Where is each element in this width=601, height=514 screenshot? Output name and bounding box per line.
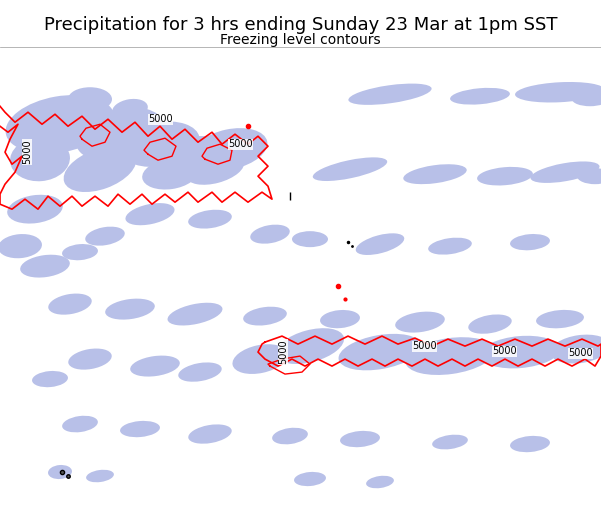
Ellipse shape bbox=[531, 161, 600, 183]
Text: Freezing level contours: Freezing level contours bbox=[220, 33, 381, 47]
Ellipse shape bbox=[188, 210, 232, 229]
Ellipse shape bbox=[68, 87, 112, 111]
Ellipse shape bbox=[356, 233, 404, 255]
Ellipse shape bbox=[85, 227, 125, 246]
Ellipse shape bbox=[69, 348, 112, 370]
Ellipse shape bbox=[5, 95, 114, 153]
Ellipse shape bbox=[349, 84, 432, 105]
Ellipse shape bbox=[130, 356, 180, 377]
Ellipse shape bbox=[250, 225, 290, 244]
Ellipse shape bbox=[405, 337, 495, 375]
Ellipse shape bbox=[395, 311, 445, 333]
Text: Precipitation for 3 hrs ending Sunday 23 Mar at 1pm SST: Precipitation for 3 hrs ending Sunday 23… bbox=[44, 16, 557, 34]
Ellipse shape bbox=[142, 159, 198, 190]
Ellipse shape bbox=[572, 92, 601, 106]
Ellipse shape bbox=[428, 237, 472, 254]
Ellipse shape bbox=[120, 421, 160, 437]
Ellipse shape bbox=[477, 167, 533, 186]
Ellipse shape bbox=[76, 107, 164, 161]
Text: 5000: 5000 bbox=[148, 114, 172, 124]
Text: 5000: 5000 bbox=[278, 339, 288, 364]
Ellipse shape bbox=[292, 231, 328, 247]
Ellipse shape bbox=[48, 293, 92, 315]
Ellipse shape bbox=[188, 425, 232, 444]
Ellipse shape bbox=[120, 121, 200, 167]
Ellipse shape bbox=[366, 476, 394, 488]
Text: 5000: 5000 bbox=[22, 140, 32, 164]
Ellipse shape bbox=[294, 472, 326, 486]
Ellipse shape bbox=[192, 128, 267, 170]
Ellipse shape bbox=[338, 334, 421, 371]
Ellipse shape bbox=[551, 335, 601, 363]
Ellipse shape bbox=[450, 88, 510, 105]
Ellipse shape bbox=[468, 315, 511, 334]
Text: 5000: 5000 bbox=[228, 139, 252, 149]
Text: 5000: 5000 bbox=[568, 348, 593, 358]
Text: 5000: 5000 bbox=[492, 346, 517, 356]
Ellipse shape bbox=[112, 99, 148, 120]
Ellipse shape bbox=[86, 470, 114, 482]
Ellipse shape bbox=[272, 428, 308, 444]
Ellipse shape bbox=[320, 310, 360, 328]
Ellipse shape bbox=[0, 234, 42, 258]
Ellipse shape bbox=[178, 362, 222, 382]
Ellipse shape bbox=[480, 336, 560, 369]
Ellipse shape bbox=[64, 146, 136, 192]
Ellipse shape bbox=[62, 244, 98, 260]
Ellipse shape bbox=[62, 416, 98, 432]
Ellipse shape bbox=[340, 431, 380, 447]
Ellipse shape bbox=[105, 299, 155, 320]
Ellipse shape bbox=[536, 310, 584, 328]
Text: 5000: 5000 bbox=[412, 341, 436, 351]
Ellipse shape bbox=[403, 164, 467, 184]
Ellipse shape bbox=[20, 255, 70, 278]
Ellipse shape bbox=[243, 307, 287, 325]
Ellipse shape bbox=[577, 168, 601, 184]
Ellipse shape bbox=[186, 154, 244, 185]
Ellipse shape bbox=[10, 137, 70, 181]
Ellipse shape bbox=[126, 203, 174, 225]
Ellipse shape bbox=[313, 157, 387, 181]
Ellipse shape bbox=[432, 435, 468, 449]
Ellipse shape bbox=[233, 344, 287, 374]
Ellipse shape bbox=[276, 328, 344, 364]
Ellipse shape bbox=[168, 303, 222, 325]
Ellipse shape bbox=[32, 371, 68, 387]
Ellipse shape bbox=[7, 195, 63, 224]
Ellipse shape bbox=[515, 82, 601, 102]
Ellipse shape bbox=[48, 465, 72, 479]
Ellipse shape bbox=[160, 136, 230, 172]
Ellipse shape bbox=[510, 234, 550, 250]
Ellipse shape bbox=[510, 436, 550, 452]
